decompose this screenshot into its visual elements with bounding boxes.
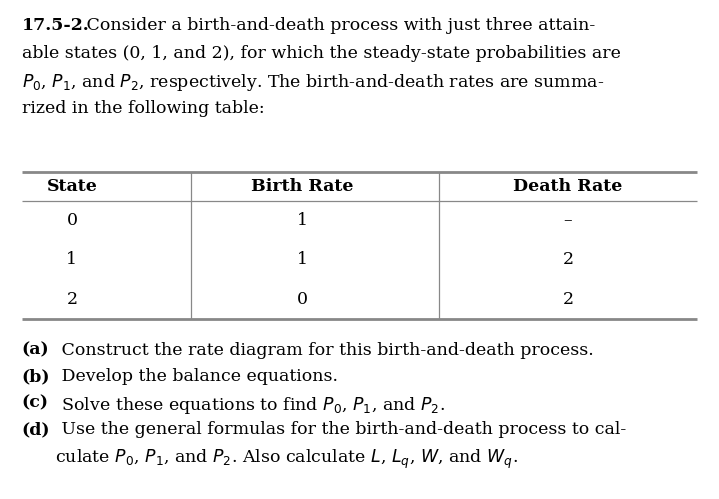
Text: 2: 2 [562, 251, 574, 268]
Text: able states (0, 1, and 2), for which the steady-state probabilities are: able states (0, 1, and 2), for which the… [22, 45, 620, 62]
Text: 1: 1 [296, 212, 308, 229]
Text: (b): (b) [22, 368, 50, 385]
Text: Use the general formulas for the birth-and-death process to cal-: Use the general formulas for the birth-a… [56, 421, 626, 438]
Text: 2: 2 [562, 291, 574, 308]
Text: 1: 1 [296, 251, 308, 268]
Text: 1: 1 [66, 251, 78, 268]
Text: (a): (a) [22, 342, 49, 359]
Text: (c): (c) [22, 395, 49, 412]
Text: Solve these equations to find $P_0$, $P_1$, and $P_2$.: Solve these equations to find $P_0$, $P_… [56, 395, 445, 416]
Text: State: State [47, 178, 97, 195]
Text: (d): (d) [22, 421, 50, 438]
Text: Consider a birth-and-death process with just three attain-: Consider a birth-and-death process with … [81, 17, 595, 34]
Text: $P_0$, $P_1$, and $P_2$, respectively. The birth-and-death rates are summa-: $P_0$, $P_1$, and $P_2$, respectively. T… [22, 72, 604, 93]
Text: Construct the rate diagram for this birth-and-death process.: Construct the rate diagram for this birt… [56, 342, 594, 359]
Text: Death Rate: Death Rate [513, 178, 623, 195]
Text: Birth Rate: Birth Rate [251, 178, 353, 195]
Text: culate $P_0$, $P_1$, and $P_2$. Also calculate $L$, $L_q$, $W$, and $W_q$.: culate $P_0$, $P_1$, and $P_2$. Also cal… [22, 448, 518, 471]
Text: rized in the following table:: rized in the following table: [22, 100, 264, 117]
Text: –: – [564, 212, 572, 229]
Text: 0: 0 [66, 212, 78, 229]
Text: 2: 2 [66, 291, 78, 308]
Text: 17.5-2.: 17.5-2. [22, 17, 89, 34]
Text: Develop the balance equations.: Develop the balance equations. [56, 368, 338, 385]
Text: 0: 0 [296, 291, 308, 308]
